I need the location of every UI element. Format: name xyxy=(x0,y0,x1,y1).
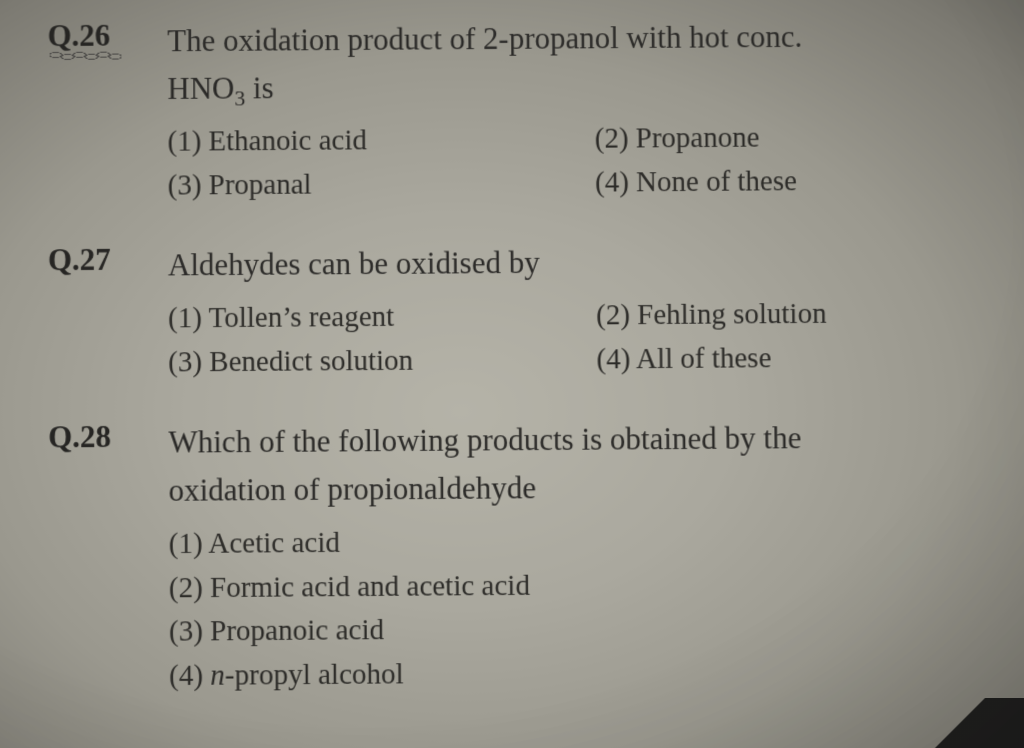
option-1: (1) Tollen’s reagent xyxy=(168,295,588,341)
question-stem: The oxidation product of 2-propanol with… xyxy=(167,12,991,113)
question-stem: Which of the following products is obtai… xyxy=(168,413,996,515)
option-2: (2) Propanone xyxy=(595,115,993,161)
stem-line: The oxidation product of 2-propanol with… xyxy=(167,19,802,58)
option-3: (3) Propanal xyxy=(168,161,588,207)
option-4: (4) n-propyl alcohol xyxy=(169,649,999,699)
question-body: Which of the following products is obtai… xyxy=(168,413,999,698)
stem-line: oxidation of propionaldehyde xyxy=(168,470,536,508)
option-2: (2) Formic acid and acetic acid xyxy=(169,561,998,611)
question-27: Q.27 Aldehydes can be oxidised by (1) To… xyxy=(48,236,995,386)
question-28: Q.28 Which of the following products is … xyxy=(48,413,999,699)
stem-line: Which of the following products is obtai… xyxy=(168,420,801,460)
stem-formula-prefix: HNO xyxy=(167,71,234,106)
options: (1) Tollen’s reagent (2) Fehling solutio… xyxy=(168,292,995,385)
option-4-italic: n xyxy=(210,659,225,691)
option-3: (3) Benedict solution xyxy=(168,338,589,384)
question-number: Q.26 xyxy=(48,17,168,54)
option-4: (4) All of these xyxy=(596,335,995,381)
question-body: Aldehydes can be oxidised by (1) Tollen’… xyxy=(168,236,995,385)
question-number: Q.27 xyxy=(48,242,168,279)
question-body: The oxidation product of 2-propanol with… xyxy=(167,12,993,208)
options: (1) Acetic acid (2) Formic acid and acet… xyxy=(169,517,999,698)
option-1: (1) Ethanoic acid xyxy=(167,118,586,164)
page-corner xyxy=(874,698,1024,748)
question-number: Q.28 xyxy=(48,419,168,456)
option-2: (2) Fehling solution xyxy=(596,292,995,338)
option-1: (1) Acetic acid xyxy=(169,517,998,567)
stem-formula-sub: 3 xyxy=(234,87,245,111)
option-3: (3) Propanoic acid xyxy=(169,605,999,655)
page: Q.26 The oxidation product of 2-propanol… xyxy=(0,0,1024,748)
stem-line-suffix: is xyxy=(245,70,274,105)
option-4-suffix: -propyl alcohol xyxy=(225,658,404,692)
option-4: (4) None of these xyxy=(595,159,993,205)
option-4-prefix: (4) xyxy=(169,659,210,692)
options: (1) Ethanoic acid (2) Propanone (3) Prop… xyxy=(167,115,992,207)
question-26: Q.26 The oxidation product of 2-propanol… xyxy=(48,12,993,209)
question-stem: Aldehydes can be oxidised by xyxy=(168,236,994,290)
